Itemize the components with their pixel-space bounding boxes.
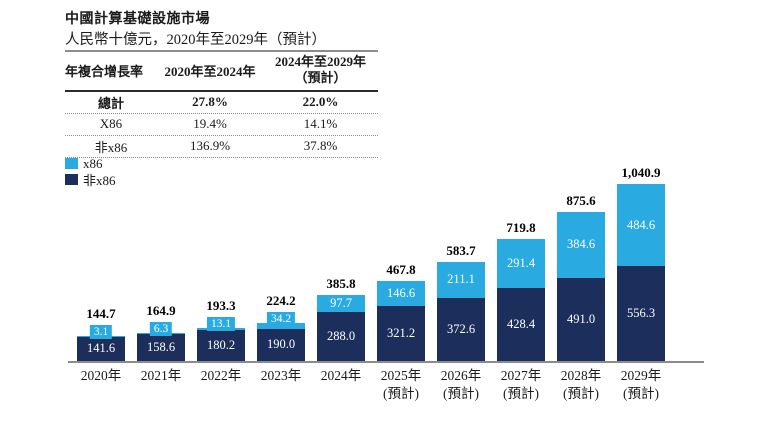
table-row-non-x86: 非x86 136.9% 37.8% [65, 136, 378, 158]
chart-plot-area: 141.6 3.1 144.7 158.6 6.3 164.9 180.2 13.1 193.3… [68, 164, 704, 363]
bar-segment-x86: 484.6 [617, 184, 665, 267]
bar-segment-x86: 97.7 [317, 295, 365, 313]
bar-value-chip-x86: 6.3 [149, 321, 173, 336]
cagr-col-2020-2024: 2020年至2024年 [164, 63, 256, 79]
row-label: 總計 [97, 95, 124, 111]
row-value-1: 27.8% [192, 94, 228, 109]
x-axis-label-2025年: 2025年 (預計) [380, 368, 422, 402]
bar-segment-x86: 291.4 [497, 238, 545, 289]
x-axis-label-2029年: 2029年 (預計) [620, 368, 662, 402]
x-axis-label-2022年: 2022年 [200, 368, 242, 383]
x86-color-swatch [65, 158, 78, 169]
bar-total-label: 467.8 [386, 262, 416, 278]
x-axis-label-2024年: 2024年 [320, 368, 362, 383]
x-axis-label-2023年: 2023年 [260, 368, 302, 383]
bar-total-label: 144.7 [86, 306, 116, 322]
bar-total-label: 224.2 [266, 292, 296, 308]
x-axis-label-2021年: 2021年 [140, 368, 182, 383]
cagr-col-metric: 年複合增長率 [65, 63, 144, 79]
bar-segment-non-x86: 321.2 [377, 306, 425, 361]
table-row-x86: X86 19.4% 14.1% [65, 114, 378, 136]
cagr-table-header: 年複合增長率 2020年至2024年 2024年至2029年 （預計） [65, 52, 378, 92]
bar-segment-non-x86: 158.6 [137, 334, 185, 361]
row-label: 非x86 [94, 139, 128, 155]
x-axis-label-2026年: 2026年 (預計) [440, 368, 482, 402]
bar-segment-non-x86: 141.6 [77, 336, 125, 361]
bar-2026年: 372.6 211.1 583.7 [437, 164, 485, 361]
cagr-col-2024-2029-line1: 2024年至2029年 [274, 54, 366, 69]
bar-segment-x86: 211.1 [437, 261, 485, 298]
x-axis-labels: 2020年 2021年 2022年 2023年 2024年 2025年 (預計) 2026年(… [68, 367, 704, 403]
non-x86-color-swatch [65, 174, 78, 185]
bar-segment-x86: 146.6 [377, 281, 425, 307]
bar-segment-non-x86: 556.3 [617, 266, 665, 361]
bar-segment-x86: 384.6 [557, 212, 605, 278]
bar-value-chip-x86: 34.2 [266, 311, 296, 326]
bar-total-label: 583.7 [446, 242, 476, 258]
stacked-bar-chart: 141.6 3.1 144.7 158.6 6.3 164.9 180.2 13.1 193.3… [68, 164, 704, 403]
bar-segment-non-x86: 288.0 [317, 312, 365, 361]
bar-value-chip-x86: 13.1 [206, 317, 236, 332]
x-axis-label-2027年: 2027年 (預計) [500, 368, 542, 402]
bar-2029年: 556.3 484.6 1,040.9 [617, 164, 665, 361]
legend-label-non-x86: 非x86 [83, 173, 116, 188]
bar-segment-non-x86: 190.0 [257, 328, 305, 361]
bar-2021年: 158.6 6.3 164.9 [137, 164, 185, 361]
page-title: 中國計算基礎設施市場 [65, 10, 210, 26]
bar-segment-non-x86: 428.4 [497, 288, 545, 361]
page-subtitle: 人民幣十億元，2020年至2029年（預計） [65, 32, 326, 48]
cagr-col-2024-2029: 2024年至2029年 （預計） [263, 54, 378, 87]
bar-total-label: 193.3 [206, 298, 236, 314]
bar-2023年: 190.0 34.2 224.2 [257, 164, 305, 361]
chart-legend: x86 非x86 [65, 156, 116, 188]
row-value-1: 136.9% [189, 138, 231, 153]
table-row-total: 總計 27.8% 22.0% [65, 92, 378, 114]
legend-label-x86: x86 [83, 155, 103, 171]
row-value-2: 22.0% [302, 94, 339, 109]
bar-2022年: 180.2 13.1 193.3 [197, 164, 245, 361]
bar-2024年: 288.0 97.7 385.8 [317, 164, 365, 361]
bar-total-label: 385.8 [326, 276, 356, 292]
bar-total-label: 875.6 [566, 193, 596, 209]
bar-total-label: 1,040.9 [621, 165, 661, 181]
row-value-2: 14.1% [303, 116, 338, 131]
row-value-2: 37.8% [303, 138, 338, 153]
bar-2028年: 491.0 384.6 875.6 [557, 164, 605, 361]
x-axis-label-2020年: 2020年 [80, 368, 122, 383]
bar-segment-non-x86: 372.6 [437, 297, 485, 361]
cagr-table: 年複合增長率 2020年至2024年 2024年至2029年 （預計） 總計 2… [65, 50, 378, 158]
row-label: X86 [99, 116, 123, 131]
bar-value-chip-x86: 3.1 [89, 325, 113, 340]
legend-item-x86: x86 [65, 156, 116, 171]
bar-segment-non-x86: 180.2 [197, 330, 245, 361]
bar-segment-non-x86: 491.0 [557, 277, 605, 361]
bar-2027年: 428.4 291.4 719.8 [497, 164, 545, 361]
bar-2025年: 321.2 146.6 467.8 [377, 164, 425, 361]
bar-total-label: 719.8 [506, 219, 536, 235]
cagr-col-2024-2029-line2: （預計） [294, 70, 347, 86]
row-value-1: 19.4% [193, 116, 227, 131]
bar-2020年: 141.6 3.1 144.7 [77, 164, 125, 361]
legend-item-non-x86: 非x86 [65, 172, 116, 188]
bar-total-label: 164.9 [146, 302, 176, 318]
x-axis-label-2028年: 2028年 (預計) [560, 368, 602, 402]
